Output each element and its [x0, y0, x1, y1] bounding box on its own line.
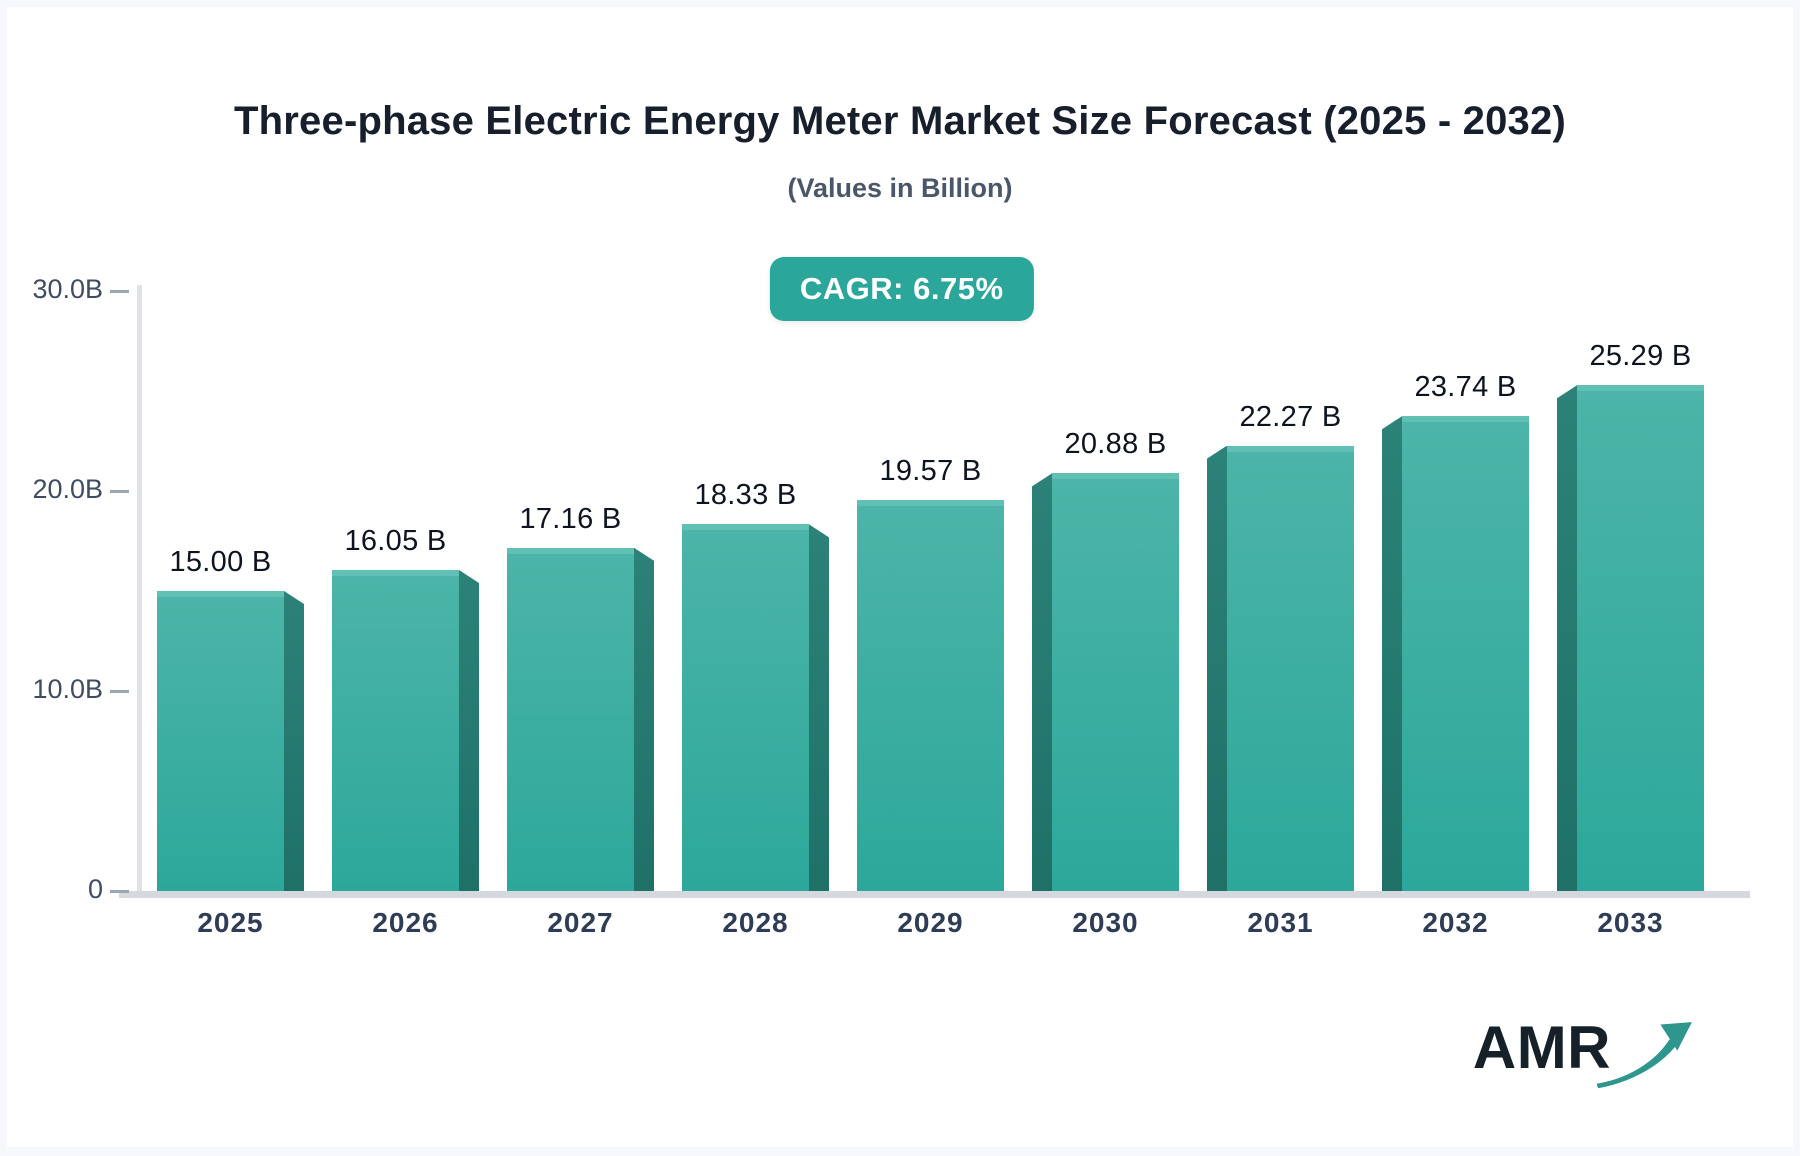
- chart-card: Three-phase Electric Energy Meter Market…: [7, 7, 1793, 1147]
- bar-value-label: 16.05 B: [344, 525, 447, 557]
- bar-face: [507, 547, 634, 891]
- bar-value-label: 19.57 B: [879, 454, 982, 487]
- bar-chart: 0 10.0B 20.0B 30.0B 15.00 B 2025 16.05 B 2026 17…: [7, 7, 1793, 1147]
- bar-column: [507, 547, 654, 891]
- bar-side-face: [1557, 385, 1577, 891]
- logo-arrow-icon: [1596, 1022, 1692, 1089]
- y-tick-label: 20.0B: [32, 474, 103, 504]
- bar-value-label: 18.33 B: [694, 479, 797, 512]
- chart-stage: Three-phase Electric Energy Meter Market…: [7, 7, 1793, 1147]
- x-axis-label: 2032: [1422, 907, 1489, 938]
- bar-side-face: [1207, 445, 1227, 891]
- bar-column: [1032, 473, 1179, 891]
- bar-side-face: [1032, 473, 1052, 891]
- bar-value-label: 25.29 B: [1589, 340, 1692, 373]
- bar-side-face: [284, 591, 304, 891]
- bar-column: [332, 570, 479, 891]
- bar-side-face: [1382, 416, 1402, 891]
- x-axis-label: 2025: [197, 907, 264, 938]
- bar-face: [332, 570, 459, 891]
- bar-value-label: 23.74 B: [1414, 371, 1517, 404]
- x-axis-label: 2031: [1247, 907, 1314, 938]
- x-axis-label: 2030: [1072, 907, 1139, 938]
- y-tick-label: 30.0B: [32, 274, 103, 304]
- bar-face: [157, 591, 284, 891]
- bar-face: [857, 499, 1004, 891]
- x-axis-line: [119, 891, 1750, 898]
- bar-face: [1052, 473, 1179, 891]
- y-tick-mark: [110, 890, 129, 893]
- bar-column: [1557, 385, 1704, 891]
- bar-face: [1577, 385, 1704, 891]
- x-axis-label: 2029: [897, 907, 964, 938]
- y-tick-mark: [110, 290, 129, 293]
- bar-column: [857, 499, 1004, 891]
- bar-side-face: [809, 524, 829, 891]
- page-title: Three-phase Electric Energy Meter Market…: [234, 99, 1566, 143]
- y-tick-mark: [110, 690, 129, 693]
- amr-logo: AMR: [1472, 1014, 1695, 1095]
- bar-face: [1227, 445, 1354, 891]
- y-axis-line: [137, 285, 142, 897]
- y-tick-label: 10.0B: [32, 674, 103, 704]
- bar-column: [1207, 445, 1354, 891]
- bar-value-label: 15.00 B: [169, 546, 272, 578]
- x-axis-label: 2026: [372, 907, 439, 938]
- bar-column: [157, 591, 304, 891]
- x-axis-label: 2033: [1597, 907, 1664, 938]
- bar-face: [682, 524, 809, 891]
- bar-face: [1402, 416, 1529, 891]
- bar-side-face: [634, 547, 654, 891]
- y-tick-label: 0: [87, 874, 103, 904]
- bar-column: [682, 524, 829, 891]
- bar-value-label: 20.88 B: [1064, 428, 1167, 461]
- chart-subtitle: (Values in Billion): [787, 173, 1013, 203]
- bar-column: [1382, 416, 1529, 891]
- y-tick-mark: [110, 490, 129, 493]
- x-axis-label: 2027: [547, 907, 614, 938]
- x-axis-label: 2028: [722, 907, 789, 938]
- bar-value-label: 17.16 B: [519, 502, 622, 535]
- amr-logo-text: AMR: [1472, 1014, 1611, 1081]
- bar-side-face: [459, 570, 479, 891]
- cagr-badge: CAGR: 6.75%: [769, 257, 1034, 321]
- bar-value-label: 22.27 B: [1239, 400, 1342, 433]
